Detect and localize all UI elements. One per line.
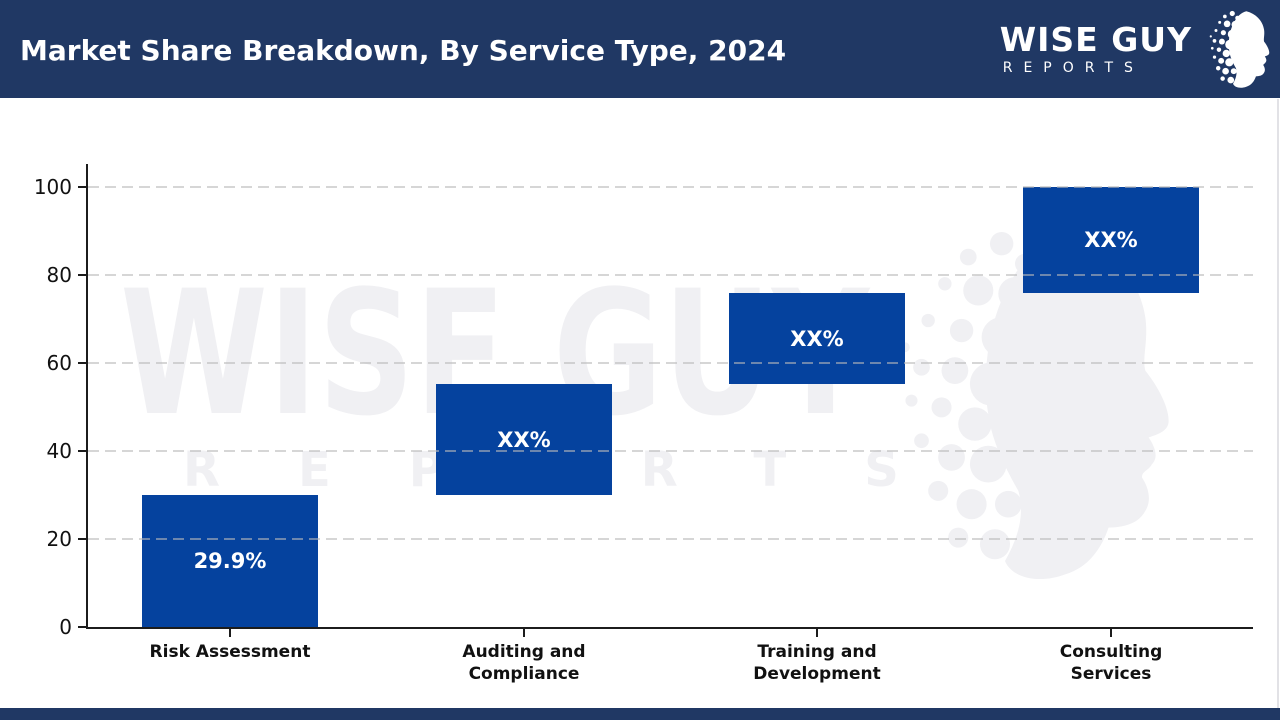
y-tick-40	[78, 450, 87, 452]
gridline-60	[88, 362, 1253, 364]
brand-logo: WISE GUY REPORTS	[1000, 6, 1270, 92]
bar-3: XX%	[729, 293, 905, 385]
x-category-label-3: Training and Development	[687, 641, 947, 686]
bar-4: XX%	[1023, 187, 1199, 294]
gridline-100	[88, 186, 1253, 188]
y-tick-label-40: 40	[46, 439, 72, 463]
brand-subtitle: REPORTS	[1002, 59, 1144, 76]
y-tick-20	[78, 538, 87, 540]
x-tick-3	[816, 629, 818, 637]
bar-value-label: XX%	[790, 326, 844, 351]
x-tick-2	[523, 629, 525, 637]
x-axis-baseline	[86, 627, 1253, 629]
x-category-line: Training and	[757, 642, 877, 662]
x-category-line: Services	[1070, 664, 1152, 685]
y-tick-label-100: 100	[33, 175, 72, 199]
x-tick-4	[1110, 629, 1112, 637]
footer-bar	[0, 708, 1280, 720]
y-tick-label-60: 60	[46, 351, 72, 375]
y-tick-60	[78, 362, 87, 364]
x-category-label-2: Auditing and Compliance	[394, 641, 654, 686]
x-category-line: Risk Assessment	[149, 642, 311, 662]
x-tick-1	[229, 629, 231, 637]
x-category-line: Consulting	[1059, 642, 1163, 662]
x-category-label-1: Risk Assessment	[100, 641, 360, 663]
bar-value-label: XX%	[1084, 228, 1138, 253]
bar-1: 29.9%	[142, 495, 318, 627]
bar-2: XX%	[436, 384, 612, 496]
gridline-80	[88, 274, 1253, 276]
y-tick-label-0: 0	[59, 615, 72, 639]
x-category-line: Auditing and	[462, 642, 586, 662]
y-tick-label-80: 80	[46, 263, 72, 287]
brand-wordmark: WISE GUY	[999, 19, 1192, 59]
y-axis-spine	[86, 164, 88, 629]
header-bar: Market Share Breakdown, By Service Type,…	[0, 0, 1280, 98]
y-tick-label-20: 20	[46, 527, 72, 551]
bar-value-label: XX%	[497, 427, 551, 452]
right-plot-border	[1277, 99, 1279, 708]
y-tick-80	[78, 274, 87, 276]
page-title: Market Share Breakdown, By Service Type,…	[20, 34, 787, 67]
x-category-line: Development	[753, 664, 881, 685]
bar-value-label: 29.9%	[193, 549, 267, 574]
x-category-line: Compliance	[468, 664, 580, 685]
y-tick-100	[78, 186, 87, 188]
x-category-label-4: Consulting Services	[981, 641, 1241, 686]
y-tick-0	[78, 626, 87, 628]
gridline-40	[88, 450, 1253, 452]
gridline-20	[88, 538, 1253, 540]
brand-head-dots-icon	[1209, 10, 1270, 88]
